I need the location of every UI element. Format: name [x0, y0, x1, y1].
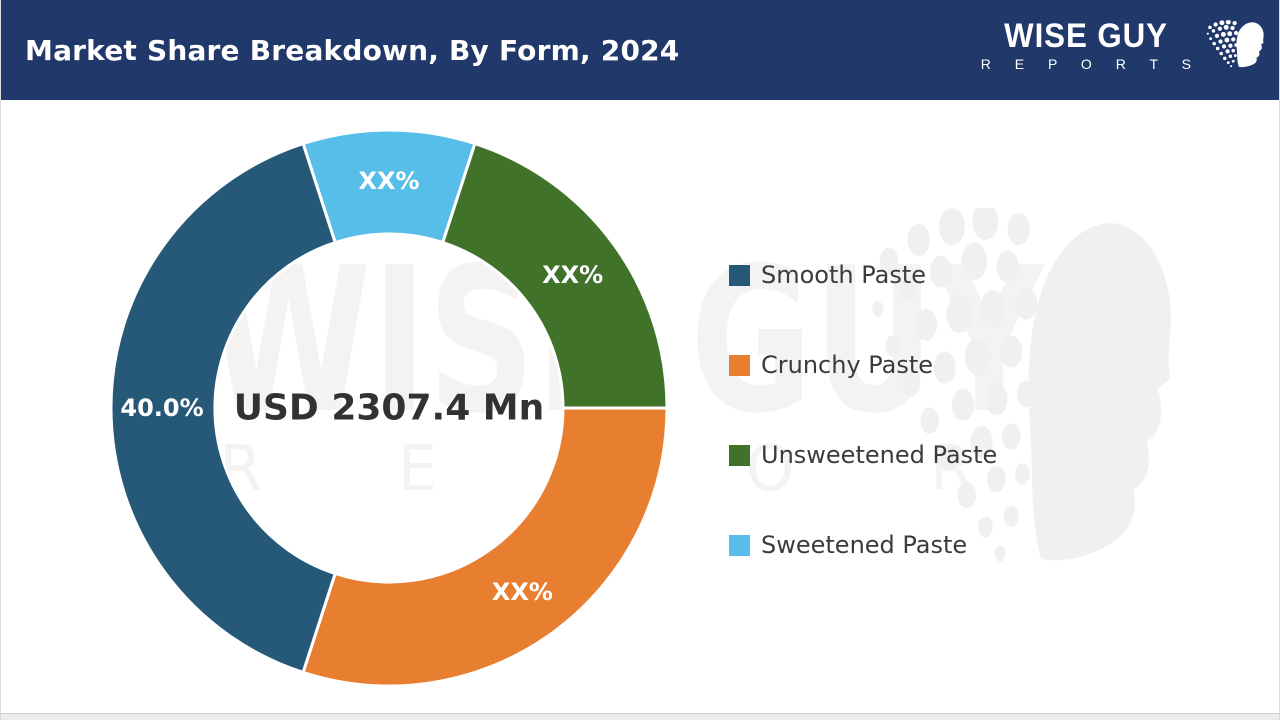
legend-item-sweetened-paste: Sweetened Paste — [729, 531, 997, 559]
chart-legend: Smooth Paste Crunchy Paste Unsweetened Pas… — [729, 261, 997, 559]
legend-swatch-crunchy-paste — [729, 354, 750, 376]
legend-item-crunchy-paste: Crunchy Paste — [729, 351, 997, 379]
legend-label-unsweetened-paste: Unsweetened Paste — [761, 441, 998, 469]
donut-rings — [109, 128, 669, 688]
segment-label-smooth-paste: 40.0% — [120, 394, 204, 422]
legend-swatch-unsweetened-paste — [729, 444, 750, 466]
donut-segment-smooth-paste — [109, 141, 338, 675]
donut-segment-unsweetened-paste — [440, 141, 669, 410]
legend-label-crunchy-paste: Crunchy Paste — [761, 351, 934, 379]
chart-center-value: USD 2307.4 Mn — [233, 387, 545, 429]
legend-label-smooth-paste: Smooth Paste — [761, 261, 927, 289]
brand-logo: WISE GUY R E P O R T S — [971, 6, 1265, 84]
segment-label-sweetened-paste: XX% — [358, 167, 420, 195]
brand-name: WISE GUY — [1003, 17, 1168, 55]
header-bar: Market Share Breakdown, By Form, 2024 WI… — [1, 0, 1279, 100]
footer-strip — [1, 713, 1279, 720]
legend-swatch-sweetened-paste — [729, 534, 750, 556]
brand-logo-text: WISE GUY R E P O R T S — [971, 19, 1201, 71]
donut-segment-crunchy-paste — [301, 406, 669, 688]
legend-swatch-smooth-paste — [729, 264, 750, 286]
segment-label-crunchy-paste: XX% — [491, 577, 553, 606]
legend-item-unsweetened-paste: Unsweetened Paste — [729, 441, 997, 469]
page-title: Market Share Breakdown, By Form, 2024 — [25, 33, 680, 67]
segment-label-unsweetened-paste: XX% — [542, 260, 604, 289]
legend-label-sweetened-paste: Sweetened Paste — [761, 531, 968, 559]
donut-chart: USD 2307.4 Mn XX% XX% XX% 40.0% — [109, 128, 669, 688]
brand-subname: R E P O R T S — [980, 56, 1201, 72]
brand-face-icon — [1205, 6, 1265, 84]
legend-item-smooth-paste: Smooth Paste — [729, 261, 997, 289]
